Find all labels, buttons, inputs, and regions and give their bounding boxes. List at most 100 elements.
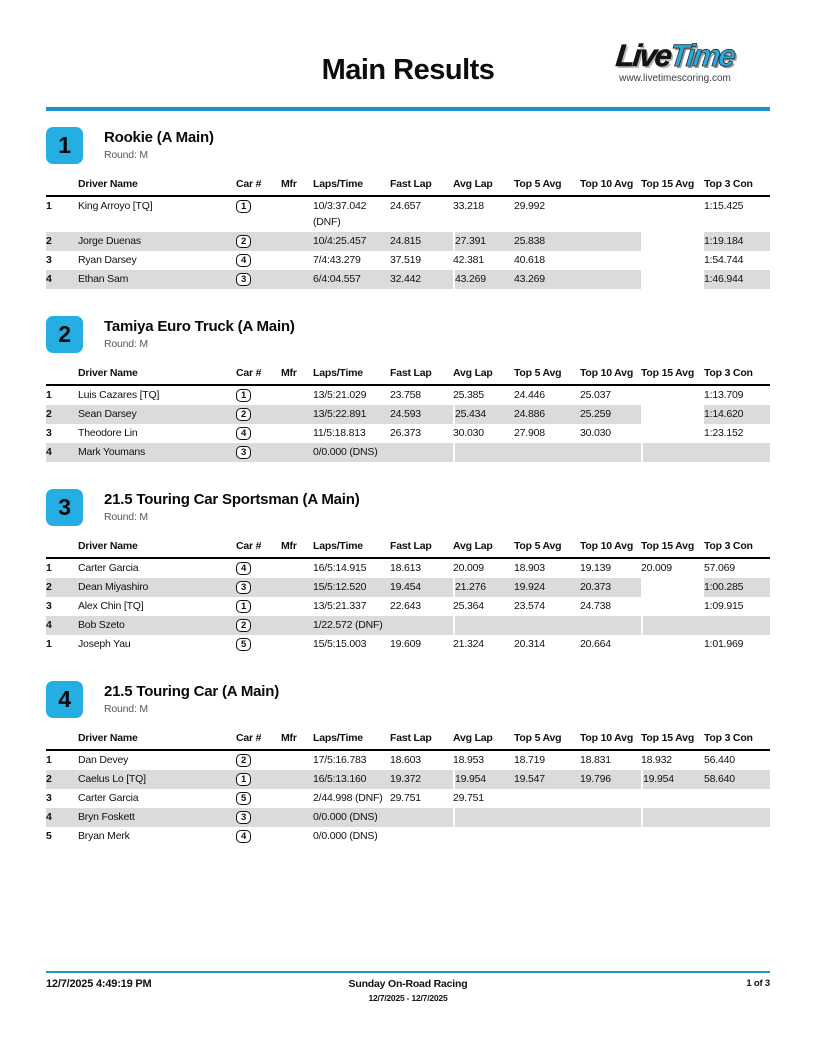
cell-top3 — [704, 789, 770, 808]
results-table: Driver Name Car # Mfr Laps/Time Fast Lap Avg … — [46, 532, 770, 654]
column-header-mfr: Mfr — [281, 367, 297, 379]
race-titles: 21.5 Touring Car Sportsman (A Main) Round… — [104, 489, 360, 523]
table-row: 4 Bob Szeto 2 1/22.572 (DNF) — [46, 616, 770, 635]
cell-top10 — [580, 443, 641, 462]
cell-car: 5 — [236, 635, 281, 654]
cell-top15 — [641, 232, 704, 251]
cell-laps: 7/4:43.279 — [313, 251, 390, 270]
table-header-row: Driver Name Car # Mfr Laps/Time Fast Lap Avg … — [46, 532, 770, 559]
cell-mfr — [281, 827, 313, 846]
cell-fast: 22.643 — [390, 600, 421, 612]
page-title: Main Results — [321, 54, 495, 86]
cell-mfr — [281, 635, 313, 654]
cell-top15 — [641, 386, 704, 405]
column-header-top5: Top 5 Avg — [514, 540, 562, 552]
livetime-logo: LiveTime www.livetimescoring.com — [580, 38, 770, 84]
cell-top5: 27.908 — [514, 427, 545, 439]
cell-position: 1 — [46, 389, 52, 401]
cell-laps: 16/5:14.915 — [313, 559, 390, 578]
race-titles: Rookie (A Main) Round: M — [104, 127, 214, 161]
car-number-box: 3 — [236, 273, 252, 286]
table-header-row: Driver Name Car # Mfr Laps/Time Fast Lap Avg … — [46, 170, 770, 197]
cell-top3: 1:15.425 — [704, 200, 744, 212]
cell-driver: Luis Cazares [TQ] — [78, 389, 160, 401]
column-header-avg: Avg Lap — [453, 540, 493, 552]
table-row: 2 Caelus Lo [TQ] 1 16/5:13.160 19.372 19.954 1… — [46, 770, 770, 789]
race-section-header: 1 Rookie (A Main) Round: M — [46, 127, 770, 164]
cell-driver: Dean Miyashiro — [78, 578, 236, 597]
cell-fast: 32.442 — [390, 270, 453, 289]
results-table: Driver Name Car # Mfr Laps/Time Fast Lap Avg … — [46, 359, 770, 462]
cell-fast — [390, 808, 453, 827]
cell-fast: 24.657 — [390, 200, 421, 212]
cell-laps: 1/22.572 (DNF) — [313, 616, 390, 635]
cell-driver: Carter Garcia — [78, 792, 139, 804]
cell-avg: 20.009 — [453, 562, 484, 574]
logo-word-time: Time — [668, 38, 736, 74]
laps-time-line1: 15/5:12.520 — [313, 581, 367, 593]
cell-driver: Sean Darsey — [78, 405, 236, 424]
column-header-laps: Laps/Time — [313, 367, 363, 379]
cell-top10 — [580, 789, 641, 808]
race-section-header: 4 21.5 Touring Car (A Main) Round: M — [46, 681, 770, 718]
cell-top3: 1:46.944 — [704, 270, 770, 289]
column-header-driver: Driver Name — [78, 540, 138, 552]
cell-car: 2 — [236, 616, 281, 635]
race-title: 21.5 Touring Car (A Main) — [104, 683, 280, 700]
column-header-top3: Top 3 Con — [704, 540, 753, 552]
cell-driver: Dan Devey — [78, 754, 129, 766]
cell-fast: 24.815 — [390, 232, 453, 251]
column-header-position — [46, 170, 78, 195]
cell-position: 2 — [46, 405, 78, 424]
cell-position: 3 — [46, 600, 52, 612]
cell-top3: 56.440 — [704, 754, 735, 766]
laps-time-line1: 1/22.572 (DNF) — [313, 619, 383, 631]
cell-mfr — [281, 386, 313, 405]
cell-top5 — [514, 789, 580, 808]
cell-laps: 16/5:13.160 — [313, 770, 390, 789]
cell-top15 — [641, 827, 704, 846]
cell-mfr — [281, 789, 313, 808]
column-header-top3: Top 3 Con — [704, 178, 753, 190]
cell-laps: 0/0.000 (DNS) — [313, 827, 390, 846]
logo-word-live: Live — [614, 38, 673, 74]
race-titles: Tamiya Euro Truck (A Main) Round: M — [104, 316, 295, 350]
cell-mfr — [281, 616, 313, 635]
cell-top10: 18.831 — [580, 754, 611, 766]
cell-mfr — [281, 770, 313, 789]
footer-date-range: 12/7/2025 - 12/7/2025 — [368, 993, 448, 1003]
cell-laps: 0/0.000 (DNS) — [313, 443, 390, 462]
cell-car: 1 — [236, 770, 281, 789]
column-header-top3: Top 3 Con — [704, 367, 753, 379]
cell-laps: 6/4:04.557 — [313, 270, 390, 289]
column-header-laps: Laps/Time — [313, 540, 363, 552]
table-row: 4 Mark Youmans 3 0/0.000 (DNS) — [46, 443, 770, 462]
report-header: Main Results LiveTime www.livetimescorin… — [46, 38, 770, 100]
cell-top10 — [580, 270, 641, 289]
column-header-top15: Top 15 Avg — [641, 178, 695, 190]
race-round-label: Round: M — [104, 703, 148, 715]
race-title: Rookie (A Main) — [104, 129, 214, 146]
table-row: 2 Dean Miyashiro 3 15/5:12.520 19.454 21.276 1… — [46, 578, 770, 597]
cell-top15 — [641, 635, 704, 654]
table-header-row: Driver Name Car # Mfr Laps/Time Fast Lap Avg … — [46, 359, 770, 386]
laps-time-line1: 16/5:13.160 — [313, 773, 367, 785]
car-number-box: 2 — [236, 408, 252, 421]
cell-laps: 2/44.998 (DNF) — [313, 789, 390, 808]
cell-mfr — [281, 808, 313, 827]
cell-top5: 18.903 — [514, 562, 545, 574]
cell-car: 3 — [236, 270, 281, 289]
cell-top5: 43.269 — [514, 270, 580, 289]
cell-mfr — [281, 578, 313, 597]
cell-avg: 27.391 — [453, 232, 514, 251]
cell-laps: 15/5:15.003 — [313, 635, 390, 654]
cell-driver: Bryn Foskett — [78, 808, 236, 827]
cell-mfr — [281, 251, 313, 270]
column-header-top10: Top 10 Avg — [580, 540, 634, 552]
cell-top15 — [641, 443, 704, 462]
cell-top5: 25.838 — [514, 232, 580, 251]
car-number-box: 4 — [236, 830, 252, 843]
laps-time-line1: 16/5:14.915 — [313, 562, 367, 574]
race-section: 1 Rookie (A Main) Round: M Driver Name Car #… — [46, 127, 770, 289]
cell-position: 2 — [46, 232, 78, 251]
